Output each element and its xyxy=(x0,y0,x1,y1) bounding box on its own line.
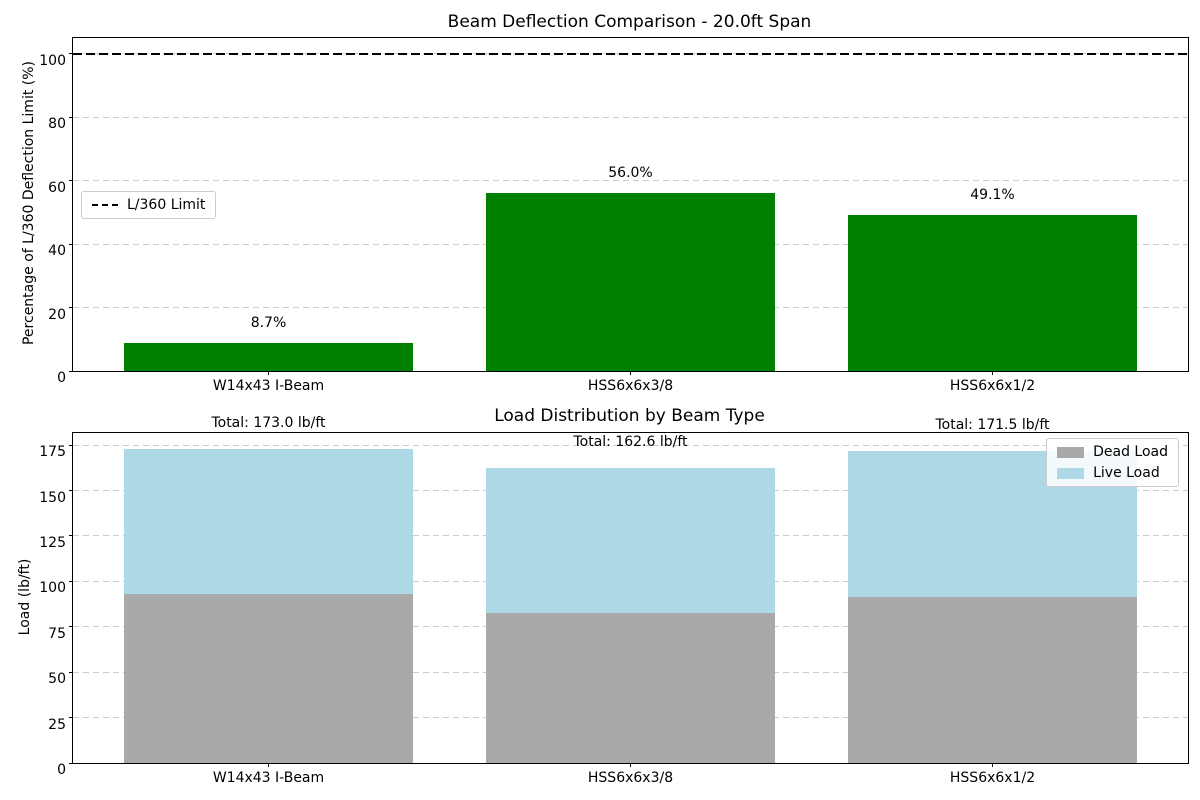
stacked-bar-segment xyxy=(123,594,414,763)
l360-limit-line xyxy=(73,52,1188,55)
y-tick-label: 80 xyxy=(48,116,66,133)
y-tick-mark xyxy=(69,444,73,446)
bar-total-label: Total: 162.6 lb/ft xyxy=(573,433,688,450)
legend-label: Live Load xyxy=(1093,465,1160,481)
stacked-bar-segment xyxy=(485,612,776,763)
deflection-bar xyxy=(123,343,414,371)
y-axis-label: Load (lb/ft) xyxy=(17,558,33,636)
deflection-chart: Beam Deflection Comparison - 20.0ft Span… xyxy=(21,12,1189,394)
x-tick-mark xyxy=(630,371,631,375)
plot-area: L/360 Limit 0 20 40 60 80 100 W14x43 I-Beam HSS… xyxy=(39,37,1189,394)
x-tick-mark xyxy=(267,763,269,767)
y-tick-mark xyxy=(69,53,73,55)
y-tick-label: 75 xyxy=(48,625,66,642)
stacked-bar-segment xyxy=(847,596,1138,763)
y-tick-label: 125 xyxy=(39,534,66,551)
y-tick-mark xyxy=(69,307,73,309)
x-tick-mark xyxy=(630,763,631,767)
y-tick-mark xyxy=(69,762,73,764)
live-load-swatch xyxy=(1057,467,1085,479)
bar-value-label: 8.7% xyxy=(250,315,287,332)
bar-value-label: 49.1% xyxy=(970,187,1015,204)
y-tick-mark xyxy=(69,370,73,372)
y-tick-mark xyxy=(69,717,73,719)
legend-label: Dead Load xyxy=(1093,444,1168,460)
y-tick-label: 150 xyxy=(39,489,66,506)
stacked-bar-segment xyxy=(485,467,776,613)
y-tick-mark xyxy=(69,626,73,628)
dead-load-swatch xyxy=(1057,446,1085,458)
chart-title: Beam Deflection Comparison - 20.0ft Span xyxy=(447,12,812,32)
load-distribution-chart: Load Distribution by Beam Type Load (lb/… xyxy=(0,400,1200,800)
x-tick-label: W14x43 I-Beam xyxy=(212,770,325,786)
x-tick-label: HSS6x6x1/2 xyxy=(949,770,1036,786)
y-tick-mark xyxy=(69,490,73,491)
y-axis-label: Percentage of L/360 Deflection Limit (%) xyxy=(21,60,37,346)
x-tick-label: HSS6x6x3/8 xyxy=(587,770,674,786)
y-tick-label: 0 xyxy=(57,370,66,386)
y-tick-mark xyxy=(69,535,73,537)
y-tick-label: 40 xyxy=(48,243,66,260)
legend-entry: Dead Load xyxy=(1057,444,1168,460)
y-tick-label: 50 xyxy=(48,671,66,688)
y-tick-mark xyxy=(69,243,73,245)
plot-area: Dead Load Live Load 0 25 50 75 100 125 150 175 W… xyxy=(39,415,1189,786)
y-tick-label: 0 xyxy=(57,762,66,778)
y-tick-mark xyxy=(69,580,73,582)
y-tick-label: 25 xyxy=(48,716,66,733)
legend-entry: L/360 Limit xyxy=(92,197,205,213)
bar-total-label: Total: 173.0 lb/ft xyxy=(211,414,326,431)
y-tick-label: 175 xyxy=(39,444,66,461)
bar-total-label: Total: 171.5 lb/ft xyxy=(935,417,1050,434)
stacked-bar-segment xyxy=(123,448,414,595)
gridline xyxy=(73,116,1188,118)
legend: L/360 Limit xyxy=(81,190,217,219)
y-tick-label: 100 xyxy=(39,580,66,597)
legend-entry: Live Load xyxy=(1057,465,1168,481)
y-tick-mark xyxy=(69,671,73,673)
legend-label: L/360 Limit xyxy=(127,196,206,213)
x-tick-mark xyxy=(992,763,993,767)
y-tick-label: 20 xyxy=(48,306,66,323)
bar-value-label: 56.0% xyxy=(608,165,653,182)
chart-title: Load Distribution by Beam Type xyxy=(494,406,765,426)
y-tick-label: 60 xyxy=(48,179,66,196)
x-tick-label: HSS6x6x1/2 xyxy=(949,378,1036,394)
x-tick-mark xyxy=(267,371,269,375)
dashed-line-swatch xyxy=(92,203,118,206)
gridline xyxy=(73,444,1188,446)
deflection-bar xyxy=(485,193,776,371)
y-tick-mark xyxy=(69,180,73,182)
x-tick-mark xyxy=(992,371,993,375)
y-tick-mark xyxy=(69,116,73,118)
gridline xyxy=(73,180,1188,182)
y-tick-label: 100 xyxy=(39,52,66,69)
x-tick-label: HSS6x6x3/8 xyxy=(587,378,674,394)
legend: Dead Load Live Load xyxy=(1046,438,1179,487)
x-tick-label: W14x43 I-Beam xyxy=(212,378,325,394)
deflection-bar xyxy=(847,215,1138,371)
